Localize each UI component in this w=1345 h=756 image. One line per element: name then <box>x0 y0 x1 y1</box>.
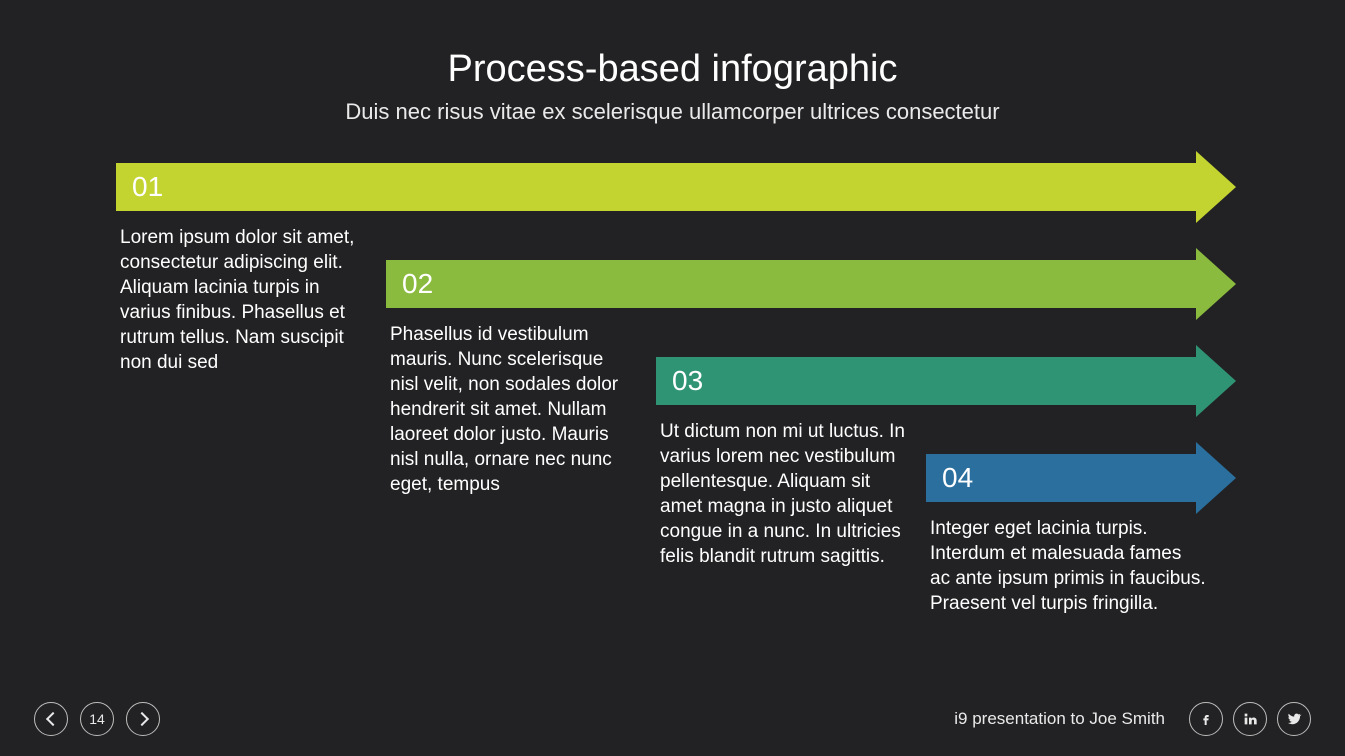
arrow: 02 <box>0 260 1345 308</box>
arrow: 04 <box>0 454 1345 502</box>
arrow-bar: 03 <box>656 357 1196 405</box>
linkedin-icon <box>1242 711 1258 727</box>
step-description: Integer eget lacinia turpis. Interdum et… <box>926 516 1206 616</box>
step-number: 01 <box>132 171 163 203</box>
arrow-head-icon <box>1196 442 1236 514</box>
arrow-head-icon <box>1196 345 1236 417</box>
chevron-left-icon <box>45 712 59 726</box>
prev-button[interactable] <box>34 702 68 736</box>
page-subtitle: Duis nec risus vitae ex scelerisque ulla… <box>0 99 1345 125</box>
social-links <box>1189 702 1311 736</box>
arrow: 01 <box>0 163 1345 211</box>
arrow-bar: 02 <box>386 260 1196 308</box>
twitter-icon <box>1286 711 1302 727</box>
footer: 14 i9 presentation to Joe Smith <box>0 681 1345 756</box>
facebook-icon <box>1198 711 1214 727</box>
step-number: 02 <box>402 268 433 300</box>
twitter-button[interactable] <box>1277 702 1311 736</box>
chevron-right-icon <box>134 712 148 726</box>
next-button[interactable] <box>126 702 160 736</box>
footer-text: i9 presentation to Joe Smith <box>954 709 1165 729</box>
arrow-head-icon <box>1196 248 1236 320</box>
footer-right: i9 presentation to Joe Smith <box>954 702 1311 736</box>
page-title: Process-based infographic <box>0 48 1345 91</box>
step-number: 03 <box>672 365 703 397</box>
header: Process-based infographic Duis nec risus… <box>0 0 1345 125</box>
facebook-button[interactable] <box>1189 702 1223 736</box>
process-step: 04 Integer eget lacinia turpis. Interdum … <box>0 454 1345 616</box>
page-number-badge: 14 <box>80 702 114 736</box>
arrow: 03 <box>0 357 1345 405</box>
arrow-head-icon <box>1196 151 1236 223</box>
arrow-bar: 04 <box>926 454 1196 502</box>
step-number: 04 <box>942 462 973 494</box>
arrow-bar: 01 <box>116 163 1196 211</box>
linkedin-button[interactable] <box>1233 702 1267 736</box>
nav-controls: 14 <box>34 702 160 736</box>
